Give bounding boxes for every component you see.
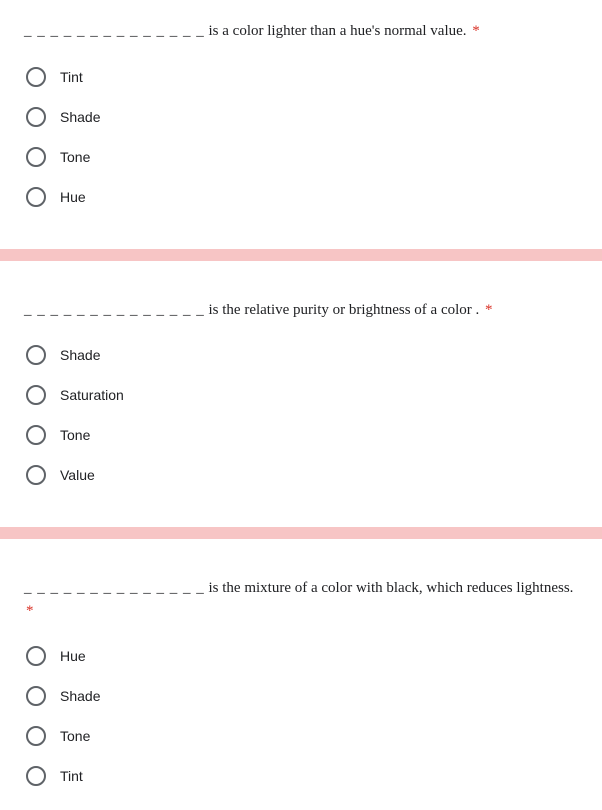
question-block: _ _ _ _ _ _ _ _ _ _ _ _ _ _ is the mixtu… [0,557,602,810]
option-label: Hue [60,648,86,664]
option-row[interactable]: Tint [26,766,578,786]
option-label: Hue [60,189,86,205]
spacer [0,231,602,249]
option-row[interactable]: Saturation [26,385,578,405]
blank-placeholder: _ _ _ _ _ _ _ _ _ _ _ _ _ _ [24,302,205,318]
option-row[interactable]: Tint [26,67,578,87]
question-prompt: _ _ _ _ _ _ _ _ _ _ _ _ _ _ is the relat… [24,299,578,322]
required-marker: * [26,603,34,619]
blank-placeholder: _ _ _ _ _ _ _ _ _ _ _ _ _ _ [24,23,205,39]
option-row[interactable]: Value [26,465,578,485]
question-suffix: is a color lighter than a hue's normal v… [205,23,471,39]
question-block: _ _ _ _ _ _ _ _ _ _ _ _ _ _ is a color l… [0,0,602,231]
option-row[interactable]: Shade [26,686,578,706]
spacer [0,539,602,557]
spacer [0,261,602,279]
section-divider [0,527,602,539]
option-row[interactable]: Tone [26,147,578,167]
radio-icon[interactable] [26,686,46,706]
option-label: Shade [60,347,100,363]
section-divider [0,249,602,261]
option-label: Value [60,467,95,483]
radio-icon[interactable] [26,107,46,127]
radio-icon[interactable] [26,187,46,207]
option-label: Tint [60,768,83,784]
required-marker: * [485,302,493,318]
option-label: Tint [60,69,83,85]
option-label: Tone [60,427,90,443]
option-label: Tone [60,728,90,744]
options-group: Hue Shade Tone Tint [24,646,578,786]
options-group: Shade Saturation Tone Value [24,345,578,485]
radio-icon[interactable] [26,147,46,167]
option-row[interactable]: Hue [26,187,578,207]
option-row[interactable]: Tone [26,726,578,746]
spacer [0,509,602,527]
radio-icon[interactable] [26,465,46,485]
option-label: Shade [60,109,100,125]
option-row[interactable]: Tone [26,425,578,445]
radio-icon[interactable] [26,646,46,666]
form-container: _ _ _ _ _ _ _ _ _ _ _ _ _ _ is a color l… [0,0,602,810]
option-label: Shade [60,688,100,704]
radio-icon[interactable] [26,766,46,786]
option-label: Saturation [60,387,124,403]
option-row[interactable]: Shade [26,345,578,365]
blank-placeholder: _ _ _ _ _ _ _ _ _ _ _ _ _ _ [24,580,205,596]
options-group: Tint Shade Tone Hue [24,67,578,207]
radio-icon[interactable] [26,726,46,746]
option-row[interactable]: Shade [26,107,578,127]
radio-icon[interactable] [26,385,46,405]
required-marker: * [472,23,480,39]
question-prompt: _ _ _ _ _ _ _ _ _ _ _ _ _ _ is a color l… [24,20,578,43]
radio-icon[interactable] [26,425,46,445]
radio-icon[interactable] [26,67,46,87]
option-row[interactable]: Hue [26,646,578,666]
option-label: Tone [60,149,90,165]
question-prompt: _ _ _ _ _ _ _ _ _ _ _ _ _ _ is the mixtu… [24,577,578,622]
question-suffix: is the relative purity or brightness of … [205,302,483,318]
question-block: _ _ _ _ _ _ _ _ _ _ _ _ _ _ is the relat… [0,279,602,510]
question-suffix: is the mixture of a color with black, wh… [205,580,574,596]
radio-icon[interactable] [26,345,46,365]
